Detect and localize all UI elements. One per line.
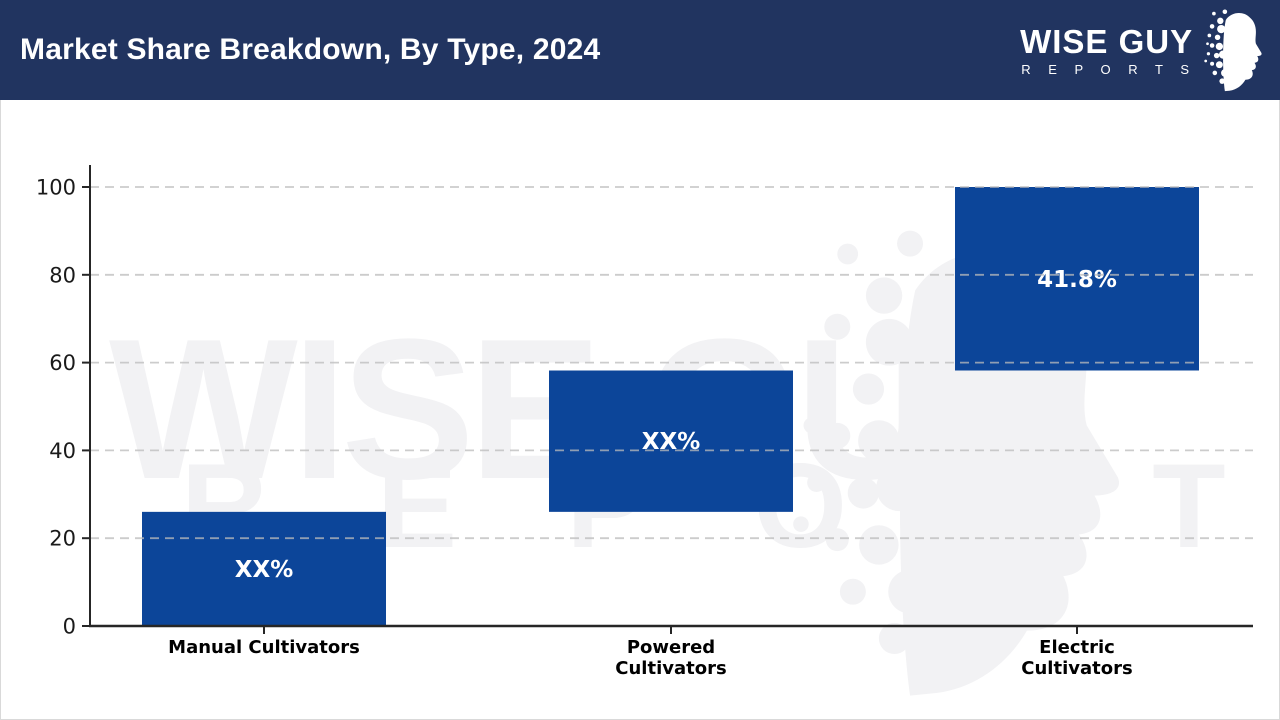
watermark: WISE GUY R E P O R T S (1, 100, 1279, 719)
chart-title: Market Share Breakdown, By Type, 2024 (20, 33, 601, 66)
logo-name-text: WISE GUY (1020, 22, 1194, 60)
plot-area: WISE GUY R E P O R T S (0, 100, 1280, 720)
logo-reports-text: R E P O R T S (1021, 61, 1196, 77)
header-bar: Market Share Breakdown, By Type, 2024 WI… (0, 0, 1280, 100)
watermark-name-text: WISE GUY (109, 298, 1067, 521)
wise-guy-face-icon (1200, 9, 1268, 93)
watermark-reports-text: R E P O R T S (181, 439, 1279, 573)
wise-guy-logo: WISE GUY R E P O R T S (1017, 8, 1268, 94)
logo-text: WISE GUY R E P O R T S (1017, 22, 1196, 79)
watermark-face-icon (769, 228, 1155, 706)
